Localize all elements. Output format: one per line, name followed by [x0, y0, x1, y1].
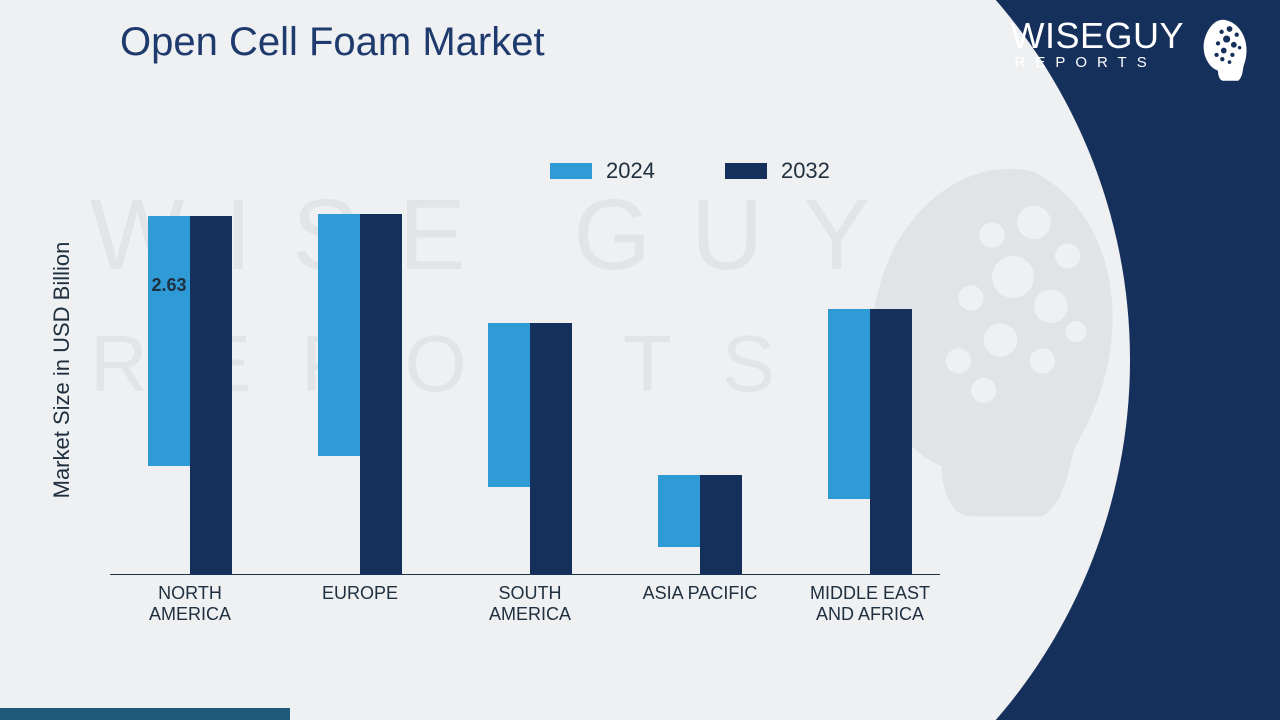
bar: [870, 309, 912, 575]
legend-swatch-2032: [725, 163, 767, 179]
y-axis-label: Market Size in USD Billion: [49, 242, 75, 499]
chart-title: Open Cell Foam Market: [120, 20, 545, 65]
bar-group: SOUTH AMERICA: [488, 323, 572, 575]
legend-item-2032: 2032: [725, 158, 830, 184]
bar-group: EUROPE: [318, 214, 402, 575]
bar: [318, 214, 360, 456]
logo-main-text: WISEGUY: [1010, 18, 1184, 54]
category-label: MIDDLE EAST AND AFRICA: [800, 583, 940, 625]
bar: [828, 309, 870, 499]
logo-head-icon: [1182, 16, 1254, 88]
category-label: SOUTH AMERICA: [460, 583, 600, 625]
legend-item-2024: 2024: [550, 158, 655, 184]
bottom-accent-bar: [0, 708, 290, 720]
bar: [700, 475, 742, 575]
category-label: NORTH AMERICA: [120, 583, 260, 625]
category-label: ASIA PACIFIC: [630, 583, 770, 604]
bar-group: MIDDLE EAST AND AFRICA: [828, 309, 912, 575]
bar: [190, 216, 232, 575]
legend-label-2024: 2024: [606, 158, 655, 184]
bar-group: NORTH AMERICA: [148, 216, 232, 575]
bar: [148, 216, 190, 466]
bar: [360, 214, 402, 575]
brand-logo: WISEGUY REPORTS: [1010, 18, 1250, 71]
bar: [488, 323, 530, 486]
bar: [658, 475, 700, 546]
bar-value-label: 2.63: [151, 275, 186, 300]
bar: [530, 323, 572, 575]
bar-group: ASIA PACIFIC: [658, 475, 742, 575]
legend-swatch-2024: [550, 163, 592, 179]
legend-label-2032: 2032: [781, 158, 830, 184]
page: WISE GUY REPORTS Open Cell Foam Market W…: [0, 0, 1280, 720]
category-label: EUROPE: [290, 583, 430, 604]
legend: 2024 2032: [550, 158, 830, 184]
logo-sub-text: REPORTS: [1014, 54, 1184, 71]
chart-plot: NORTH AMERICA EUROPE SOUTH AMERICA ASIA PAC…: [110, 195, 940, 575]
